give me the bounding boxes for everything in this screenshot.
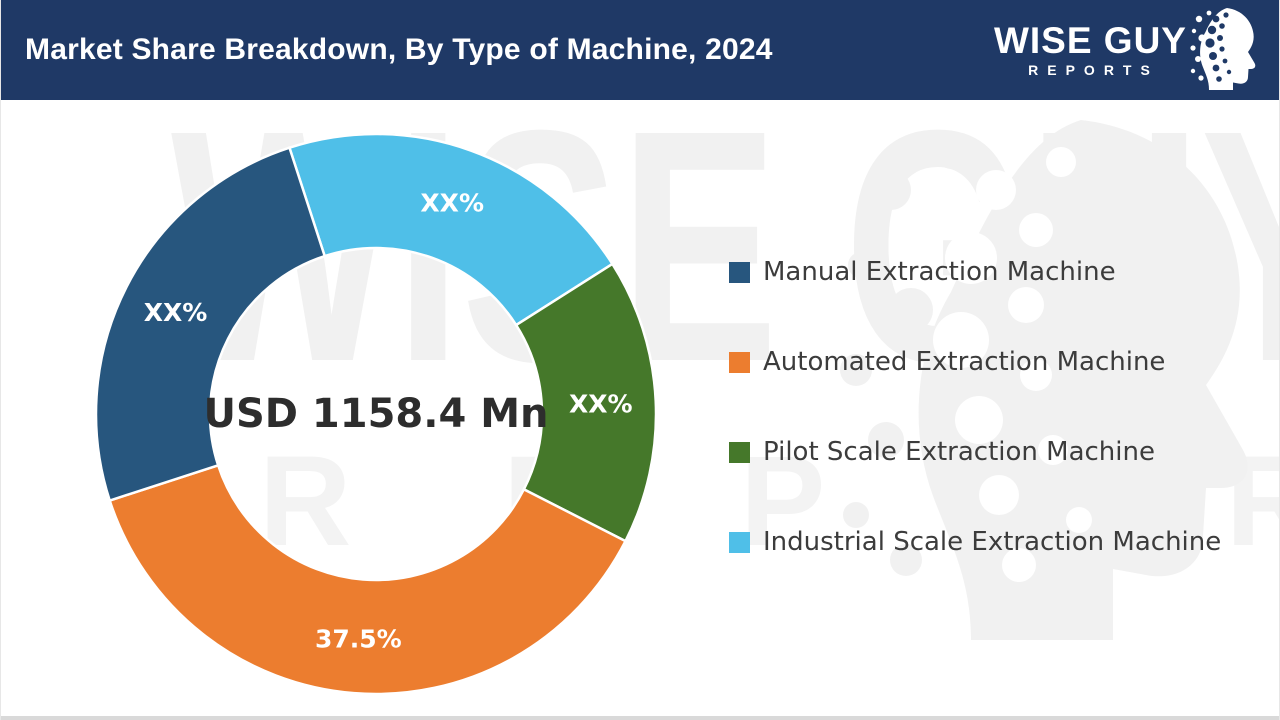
segment-percentage-label: XX%: [569, 389, 633, 418]
logo-wordmark: WISE GUY: [993, 20, 1187, 61]
bottom-divider: [1, 716, 1279, 720]
legend-swatch-pilot: [729, 441, 750, 463]
legend-item-pilot: Pilot Scale Extraction Machine: [729, 434, 1155, 470]
legend-swatch-automated: [729, 351, 750, 373]
wiseguy-face-icon: [1189, 5, 1259, 95]
segment-percentage-label: 37.5%: [315, 624, 402, 653]
donut-segment-0: [287, 132, 615, 327]
donut-segment-2: [108, 463, 628, 696]
wiseguy-logo: WISE GUY REPORTS: [994, 5, 1259, 95]
logo-text: WISE GUY REPORTS: [993, 20, 1187, 79]
page-title: Market Share Breakdown, By Type of Machi…: [25, 33, 773, 66]
legend-swatch-industrial: [729, 531, 750, 553]
donut-chart: XX% XX% 37.5% XX%: [94, 132, 658, 696]
legend-label-automated: Automated Extraction Machine: [763, 347, 1166, 377]
logo-subtitle: REPORTS: [1028, 62, 1159, 78]
donut-segment-3: [94, 146, 327, 503]
legend-label-industrial: Industrial Scale Extraction Machine: [763, 527, 1222, 557]
legend-item-automated: Automated Extraction Machine: [729, 344, 1165, 380]
chart-center-value: USD 1158.4 Mn: [203, 391, 549, 437]
legend-swatch-manual: [729, 261, 750, 283]
watermark-face-icon: [831, 100, 1279, 644]
segment-percentage-label: XX%: [144, 298, 208, 327]
header-bar: Market Share Breakdown, By Type of Machi…: [1, 0, 1279, 100]
segment-percentage-label: XX%: [420, 188, 484, 217]
legend-label-pilot: Pilot Scale Extraction Machine: [763, 437, 1155, 467]
legend-item-manual: Manual Extraction Machine: [729, 254, 1116, 290]
legend-item-industrial: Industrial Scale Extraction Machine: [729, 524, 1221, 560]
legend-label-manual: Manual Extraction Machine: [763, 257, 1116, 287]
